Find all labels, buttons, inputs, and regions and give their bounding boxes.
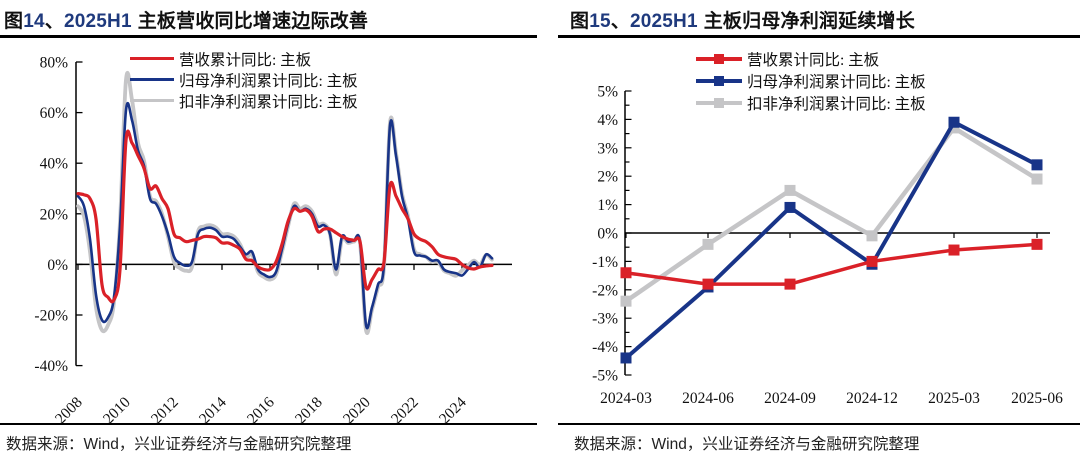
- data-point-marker: [866, 230, 878, 242]
- legend-line-swatch: [130, 98, 174, 103]
- data-point-marker: [784, 184, 796, 196]
- title-separator: 、: [44, 11, 64, 32]
- series-net-profit-line: [76, 101, 494, 330]
- y-tick-label: -2%: [592, 282, 618, 299]
- net-profit-growth-line-chart: 5% 4% 3% 2% 1% 0% -1% -2% -3% -4% -5% 2024-03 2024-0…: [592, 84, 1063, 408]
- legend-square-marker: [714, 76, 724, 86]
- data-source-note: 数据来源：Wind，兴业证券经济与金融研究院整理: [6, 436, 352, 453]
- data-point-marker: [620, 295, 632, 307]
- figure-15-panel: 5% 4% 3% 2% 1% 0% -1% -2% -3% -4% -5% 2024-03 2024-0…: [540, 0, 1080, 463]
- data-point-marker: [620, 352, 632, 364]
- y-tick-label: -3%: [592, 311, 618, 328]
- series-revenue-line: [625, 242, 1038, 286]
- legend-line-swatch: [130, 77, 174, 82]
- y-tick-label: 2%: [597, 169, 618, 186]
- title-text: 主板归母净利润延续增长: [703, 11, 915, 32]
- legend-line-swatch: [130, 56, 174, 61]
- title-fig-word: 图: [570, 11, 590, 32]
- legend-square-marker: [714, 98, 724, 108]
- title-fig-word: 图: [4, 11, 24, 32]
- figure-14-title: 图14、2025H1 主板营收同比增速边际改善: [4, 6, 368, 33]
- data-point-marker: [784, 201, 796, 213]
- source-divider-line: [0, 423, 537, 425]
- legend-item: 归母净利润累计同比: 主板: [130, 69, 358, 90]
- data-point-marker: [702, 278, 714, 290]
- data-point-marker: [948, 244, 960, 256]
- legend-item: 扣非净利润累计同比: 主板: [130, 90, 358, 111]
- legend-label: 归母净利润累计同比: 主板: [179, 72, 358, 90]
- data-point-marker: [1031, 159, 1043, 171]
- series-net-profit-ex-line: [76, 70, 494, 335]
- title-period-code: 2025H1: [629, 11, 698, 32]
- y-tick-label: 40%: [40, 156, 69, 173]
- title-divider-line: [558, 35, 1080, 38]
- legend-label: 营收累计同比: 主板: [179, 51, 312, 69]
- y-tick-label: 0%: [597, 226, 618, 243]
- title-period-code: 2025H1: [63, 11, 132, 32]
- y-tick-label: 1%: [597, 197, 618, 214]
- y-tick-label: 3%: [597, 140, 618, 157]
- x-tick-label: 2024-09: [764, 390, 816, 407]
- figure-14-panel: 80% 60% 40% 20% 0% -20% -40% 2008 2010 2012 2014 20…: [0, 6, 537, 453]
- y-tick-label: -40%: [34, 358, 68, 375]
- series-revenue-line: [76, 129, 494, 304]
- legend-item: 营收累计同比: 主板: [130, 48, 358, 69]
- legend-square-marker: [714, 54, 724, 64]
- y-tick-label: -4%: [592, 339, 618, 356]
- x-tick-label: 2025-06: [1011, 390, 1063, 407]
- data-point-marker: [948, 122, 960, 134]
- legend-line-square-swatch: [696, 53, 742, 65]
- legend-item: 归母净利润累计同比: 主板: [696, 70, 926, 92]
- title-separator: 、: [610, 11, 630, 32]
- legend-label: 归母净利润累计同比: 主板: [747, 74, 926, 91]
- figure-15-title: 图15、2025H1 主板归母净利润延续增长: [570, 6, 915, 33]
- data-point-marker: [620, 267, 632, 279]
- title-text: 主板营收同比增速边际改善: [137, 11, 369, 32]
- title-fig-number: 14: [23, 11, 45, 32]
- title-divider-line: [0, 35, 537, 38]
- y-tick-label: 80%: [40, 55, 69, 72]
- y-tick-label: -5%: [592, 368, 618, 385]
- revenue-growth-line-chart: 80%60%40%20%0%-20%-40%2008 2010 2012 2014 20…: [34, 55, 512, 428]
- data-point-marker: [784, 278, 796, 290]
- series-net-profit-ex-line: [624, 125, 1039, 304]
- y-tick-label: 60%: [40, 105, 69, 122]
- legend-line-square-swatch: [696, 97, 742, 109]
- y-tick-label: 0%: [47, 257, 68, 274]
- data-source-note: 数据来源：Wind，兴业证券经济与金融研究院整理: [574, 436, 920, 453]
- x-tick-label: 2024-06: [682, 390, 734, 407]
- legend-label: 营收累计同比: 主板: [747, 52, 880, 69]
- data-point-marker: [1031, 238, 1043, 250]
- chart-legend: 营收累计同比: 主板归母净利润累计同比: 主板 扣非净利润累计同比: 主板: [130, 48, 358, 111]
- series-net-profit-line: [624, 120, 1038, 360]
- legend-label: 扣非净利润累计同比: 主板: [747, 96, 926, 113]
- data-point-marker: [948, 116, 960, 128]
- y-tick-label: -20%: [34, 308, 68, 325]
- y-tick-label: 4%: [597, 112, 618, 129]
- chart-legend: 营收累计同比: 主板归母净利润累计同比: 主板 扣非净利润累计同比: 主板: [696, 48, 926, 114]
- legend-item: 扣非净利润累计同比: 主板: [696, 92, 926, 114]
- y-tick-label: -1%: [592, 254, 618, 271]
- x-tick-label: 2024-03: [600, 390, 652, 407]
- title-fig-number: 15: [589, 11, 611, 32]
- x-tick-label: 2024-12: [846, 390, 898, 407]
- legend-item: 营收累计同比: 主板: [696, 48, 926, 70]
- y-tick-label: 5%: [597, 84, 618, 101]
- legend-label: 扣非净利润累计同比: 主板: [179, 93, 358, 111]
- source-divider-line: [558, 423, 1080, 425]
- y-tick-label: 20%: [40, 206, 69, 223]
- data-point-marker: [702, 238, 714, 250]
- x-tick-label: 2025-03: [928, 390, 980, 407]
- data-point-marker: [1031, 173, 1043, 185]
- legend-line-square-swatch: [696, 75, 742, 87]
- data-point-marker: [866, 255, 878, 267]
